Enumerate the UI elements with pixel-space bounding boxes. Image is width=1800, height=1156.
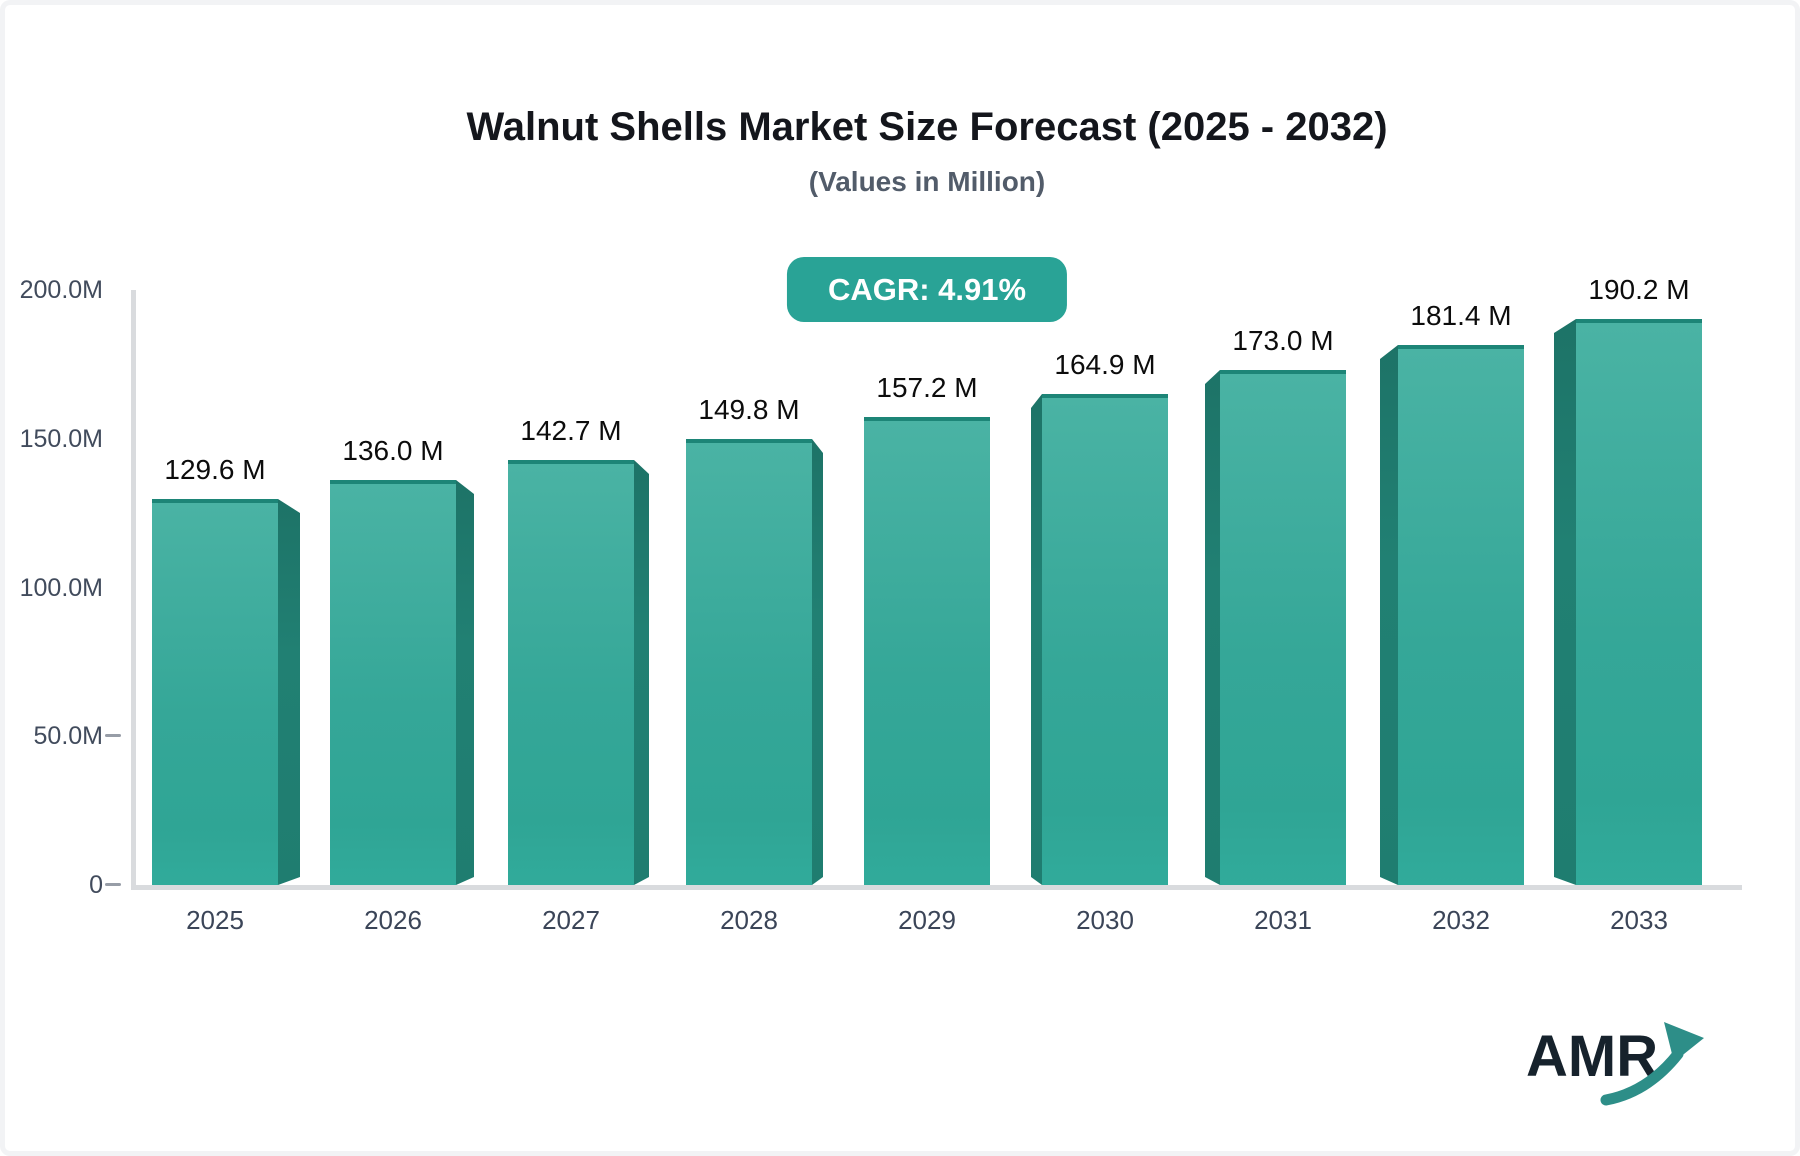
bar-side-face <box>1031 394 1042 885</box>
x-axis-label: 2031 <box>1254 905 1312 935</box>
y-axis-tick-label: 100.0M <box>19 573 103 602</box>
x-axis-label: 2032 <box>1432 905 1490 935</box>
bar-value-label: 136.0 M <box>342 435 444 466</box>
chart-title: Walnut Shells Market Size Forecast (2025… <box>466 105 1388 149</box>
bar-value-label: 142.7 M <box>520 415 622 446</box>
y-axis-tick-label: 200.0M <box>19 276 103 304</box>
y-axis-line <box>131 290 136 890</box>
x-axis-label: 2027 <box>542 905 600 935</box>
y-axis-tick-mark <box>105 883 121 886</box>
bar-value-label: 129.6 M <box>164 454 266 485</box>
bar-face <box>508 460 634 885</box>
amr-logo: AMR <box>1526 1022 1704 1106</box>
y-axis-tick-label: 0 <box>89 871 103 899</box>
bar-value-label: 149.8 M <box>698 394 800 425</box>
bar-side-face <box>1205 370 1220 885</box>
chart-subtitle: (Values in Million) <box>808 166 1046 197</box>
bar-side-face <box>456 480 474 885</box>
y-axis-tick-mark <box>105 734 121 738</box>
x-axis-line <box>131 885 1742 890</box>
bar-face <box>152 499 278 885</box>
x-axis-label: 2028 <box>720 905 778 935</box>
bar-face <box>864 417 990 885</box>
growth-arrow-icon <box>1600 1022 1704 1106</box>
x-axis-label: 2030 <box>1076 905 1134 935</box>
x-axis-label: 2029 <box>898 905 956 935</box>
y-axis-tick-label: 50.0M <box>33 722 103 751</box>
bar-side-face <box>1554 319 1576 885</box>
bar-face <box>1042 394 1168 885</box>
bar-value-label: 181.4 M <box>1410 300 1512 331</box>
x-axis-label: 2033 <box>1610 905 1668 935</box>
amr-logo-text: AMR <box>1526 1024 1659 1089</box>
bar-side-face <box>1380 345 1398 885</box>
bar-value-label: 173.0 M <box>1232 325 1334 356</box>
bar-face <box>1576 319 1702 885</box>
bar-value-label: 157.2 M <box>876 372 978 403</box>
bar-side-face <box>812 439 823 885</box>
bar-face <box>330 480 456 885</box>
cagr-badge: CAGR: 4.91% <box>786 257 1068 322</box>
x-axis-label: 2025 <box>186 905 244 935</box>
bar-face <box>1398 345 1524 885</box>
bar-side-face <box>278 499 300 885</box>
bar-value-label: 164.9 M <box>1054 349 1156 380</box>
x-axis-label: 2026 <box>364 905 422 935</box>
y-axis-tick-label: 150.0M <box>19 424 103 453</box>
bar-value-label: 190.2 M <box>1588 274 1690 305</box>
bar-face <box>1220 370 1346 885</box>
bar-side-face <box>634 460 649 885</box>
bar-face <box>686 439 812 885</box>
